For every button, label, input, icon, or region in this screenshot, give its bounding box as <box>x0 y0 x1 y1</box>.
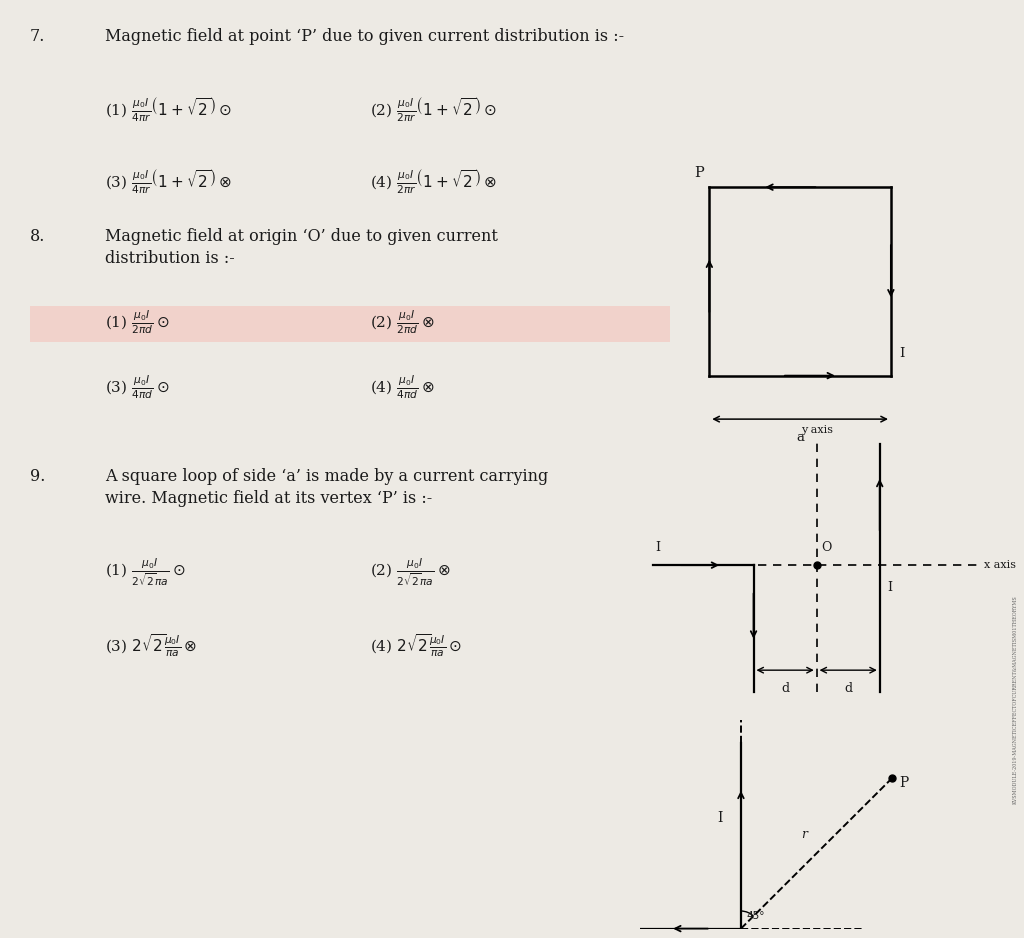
Text: 8.: 8. <box>30 228 45 245</box>
Text: P: P <box>899 776 908 790</box>
Text: d: d <box>844 682 852 695</box>
Text: KVSMODULE-2019-MAGNETICEFFECTOFCURRENT&MAGNETISM01THEORYMS: KVSMODULE-2019-MAGNETICEFFECTOFCURRENT&M… <box>1013 596 1018 805</box>
Text: d: d <box>781 682 790 695</box>
Text: I: I <box>887 581 892 594</box>
Text: I: I <box>718 811 723 825</box>
Text: (4) $\frac{\mu_0 I}{4\pi d}\otimes$: (4) $\frac{\mu_0 I}{4\pi d}\otimes$ <box>370 373 435 401</box>
Text: 45°: 45° <box>745 911 765 920</box>
Text: (3) $\frac{\mu_0 I}{4\pi r}\left(1+\sqrt{2}\right)\otimes$: (3) $\frac{\mu_0 I}{4\pi r}\left(1+\sqrt… <box>105 168 232 196</box>
Text: (4) $\frac{\mu_0 I}{2\pi r}\left(1+\sqrt{2}\right)\otimes$: (4) $\frac{\mu_0 I}{2\pi r}\left(1+\sqrt… <box>370 168 497 196</box>
Text: x axis: x axis <box>984 560 1016 570</box>
Text: I: I <box>655 540 660 553</box>
Text: Magnetic field at point ‘P’ due to given current distribution is :-: Magnetic field at point ‘P’ due to given… <box>105 28 624 45</box>
Text: Magnetic field at origin ‘O’ due to given current: Magnetic field at origin ‘O’ due to give… <box>105 228 498 245</box>
Text: 9.: 9. <box>30 468 45 485</box>
Text: O: O <box>821 540 833 553</box>
Text: (2) $\frac{\mu_0 I}{2\pi r}\left(1+\sqrt{2}\right)\odot$: (2) $\frac{\mu_0 I}{2\pi r}\left(1+\sqrt… <box>370 96 497 125</box>
Text: (2) $\frac{\mu_0 I}{2\sqrt{2}\pi a}\otimes$: (2) $\frac{\mu_0 I}{2\sqrt{2}\pi a}\otim… <box>370 556 451 588</box>
Text: (4) $2\sqrt{2}\frac{\mu_0 I}{\pi a}\odot$: (4) $2\sqrt{2}\frac{\mu_0 I}{\pi a}\odot… <box>370 633 462 659</box>
Text: (1) $\frac{\mu_0 I}{4\pi r}\left(1+\sqrt{2}\right)\odot$: (1) $\frac{\mu_0 I}{4\pi r}\left(1+\sqrt… <box>105 96 232 125</box>
Text: (1) $\frac{\mu_0 I}{2\sqrt{2}\pi a}\odot$: (1) $\frac{\mu_0 I}{2\sqrt{2}\pi a}\odot… <box>105 556 185 588</box>
Text: (2) $\frac{\mu_0 I}{2\pi d}\otimes$: (2) $\frac{\mu_0 I}{2\pi d}\otimes$ <box>370 308 435 336</box>
Text: r: r <box>802 828 808 841</box>
Text: A square loop of side ‘a’ is made by a current carrying: A square loop of side ‘a’ is made by a c… <box>105 468 548 485</box>
Text: y axis: y axis <box>801 425 833 434</box>
Text: wire. Magnetic field at its vertex ‘P’ is :-: wire. Magnetic field at its vertex ‘P’ i… <box>105 490 432 507</box>
Text: (1) $\frac{\mu_0 I}{2\pi d}\odot$: (1) $\frac{\mu_0 I}{2\pi d}\odot$ <box>105 308 170 336</box>
Text: (3) $\frac{\mu_0 I}{4\pi d}\odot$: (3) $\frac{\mu_0 I}{4\pi d}\odot$ <box>105 373 170 401</box>
Text: (3) $2\sqrt{2}\frac{\mu_0 I}{\pi a}\otimes$: (3) $2\sqrt{2}\frac{\mu_0 I}{\pi a}\otim… <box>105 633 198 659</box>
Text: P: P <box>694 166 703 180</box>
Bar <box>30 306 670 342</box>
Text: I: I <box>899 347 904 360</box>
Text: 7.: 7. <box>30 28 45 45</box>
Text: a: a <box>796 431 804 444</box>
Text: distribution is :-: distribution is :- <box>105 250 234 267</box>
